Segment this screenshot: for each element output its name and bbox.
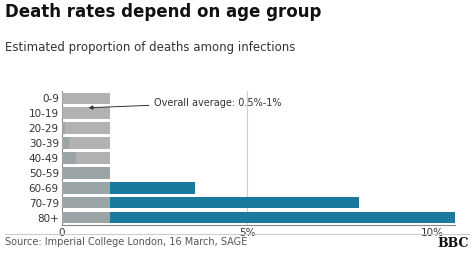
Text: Estimated proportion of deaths among infections: Estimated proportion of deaths among inf… xyxy=(5,41,295,54)
Bar xyxy=(62,152,76,164)
Bar xyxy=(62,197,110,208)
Bar xyxy=(62,107,110,119)
Text: Source: Imperial College London, 16 March, SAGE: Source: Imperial College London, 16 Marc… xyxy=(5,237,247,247)
Bar xyxy=(62,182,195,193)
Bar xyxy=(62,123,65,134)
Bar xyxy=(62,92,110,104)
Bar xyxy=(62,152,110,164)
Bar xyxy=(62,212,110,224)
Bar xyxy=(62,167,110,178)
Bar xyxy=(62,167,110,178)
Bar xyxy=(62,138,69,149)
Bar xyxy=(62,138,110,149)
Bar xyxy=(62,197,358,208)
Text: Overall average: 0.5%-1%: Overall average: 0.5%-1% xyxy=(90,98,282,109)
Bar xyxy=(62,123,110,134)
Text: Death rates depend on age group: Death rates depend on age group xyxy=(5,3,321,20)
Bar xyxy=(62,182,110,193)
Bar xyxy=(62,212,474,224)
Text: BBC: BBC xyxy=(438,237,469,250)
